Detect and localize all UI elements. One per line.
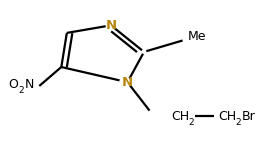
Text: N: N [122, 76, 133, 89]
Text: Br: Br [242, 110, 256, 123]
Text: 2: 2 [189, 118, 194, 127]
Text: 2: 2 [235, 118, 241, 127]
Text: CH: CH [171, 110, 190, 123]
Text: N: N [25, 78, 34, 91]
Text: O: O [8, 78, 18, 91]
Text: Me: Me [188, 30, 207, 43]
Text: 2: 2 [18, 86, 24, 95]
Text: CH: CH [219, 110, 237, 123]
Text: N: N [105, 19, 117, 32]
